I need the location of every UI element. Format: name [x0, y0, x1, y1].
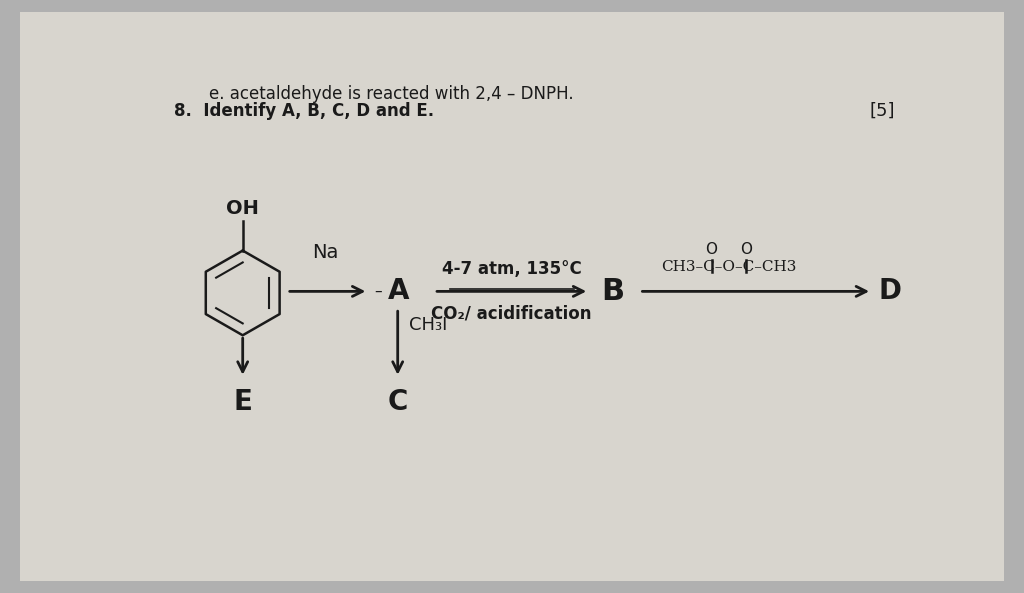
Text: Na: Na — [312, 243, 339, 262]
Text: B: B — [601, 277, 624, 306]
Text: CO₂/ acidification: CO₂/ acidification — [431, 304, 592, 323]
Text: CH3–C–O–C–CH3: CH3–C–O–C–CH3 — [660, 260, 797, 274]
Text: e. acetaldehyde is reacted with 2,4 – DNPH.: e. acetaldehyde is reacted with 2,4 – DN… — [209, 85, 574, 103]
Text: A: A — [388, 278, 410, 305]
Text: E: E — [233, 388, 252, 416]
Text: O: O — [706, 242, 718, 257]
Text: OH: OH — [226, 199, 259, 218]
Text: [5]: [5] — [869, 102, 895, 120]
Text: –: – — [375, 284, 382, 299]
Text: D: D — [879, 278, 901, 305]
Text: C: C — [387, 388, 408, 416]
Text: CH₃I: CH₃I — [409, 316, 446, 334]
Text: O: O — [739, 242, 752, 257]
Text: 4-7 atm, 135°C: 4-7 atm, 135°C — [441, 260, 582, 278]
Text: 8.  Identify A, B, C, D and E.: 8. Identify A, B, C, D and E. — [174, 102, 434, 120]
